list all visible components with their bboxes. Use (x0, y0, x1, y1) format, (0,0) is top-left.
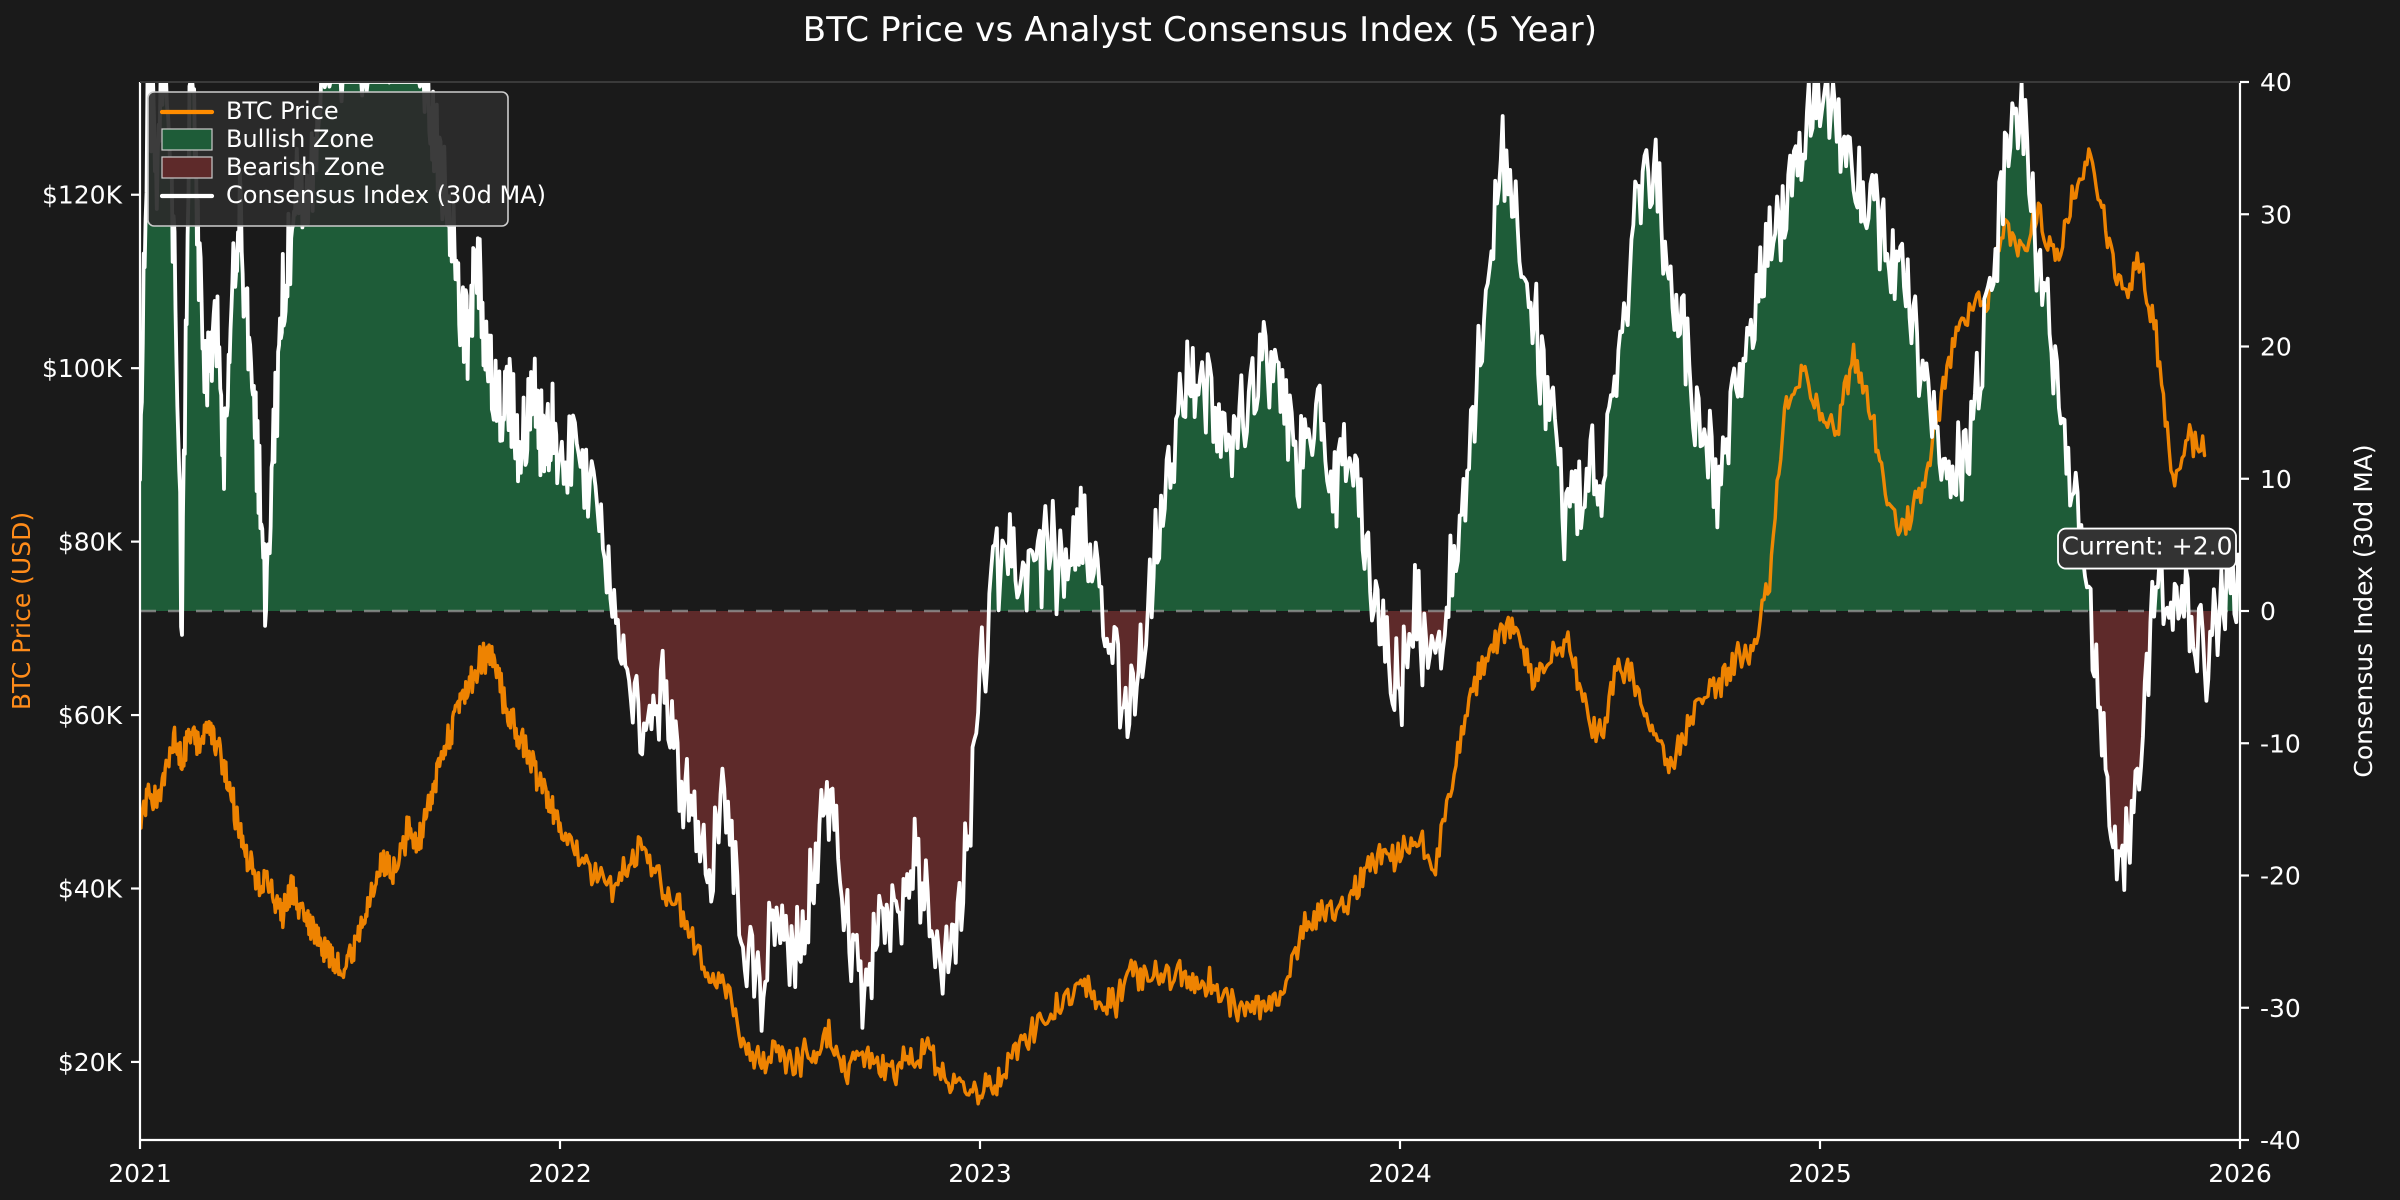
left-y-tick-label: $80K (58, 528, 123, 557)
legend-item-label: Consensus Index (30d MA) (226, 181, 546, 209)
right-y-tick-label: 0 (2260, 597, 2276, 626)
page-title: BTC Price vs Analyst Consensus Index (5 … (802, 10, 1598, 50)
left-y-tick-label: $40K (58, 875, 123, 904)
legend-swatch-patch-icon (161, 128, 213, 151)
current-value-annotation: Current: +2.0 (2057, 527, 2237, 570)
right-y-tick-label: 30 (2260, 200, 2292, 229)
btc-price-line (140, 147, 2207, 1106)
left-y-tick-label: $100K (42, 354, 123, 383)
left-y-tick-label: $20K (58, 1048, 123, 1077)
legend-item-label: BTC Price (226, 97, 339, 125)
x-tick-label: 2026 (2208, 1159, 2272, 1188)
legend-item-label: Bearish Zone (226, 153, 385, 181)
left-y-axis: $20K $40K $60K $80K $100K $120K BTC Price (USD… (7, 181, 140, 1077)
legend-item[interactable]: Bearish Zone (161, 153, 385, 181)
right-y-tick-label: 10 (2260, 465, 2292, 494)
x-tick-label: 2021 (108, 1159, 172, 1188)
right-y-tick-label: -20 (2260, 862, 2301, 891)
current-value-label: Current: +2.0 (2062, 532, 2233, 561)
legend-item[interactable]: Bullish Zone (161, 125, 374, 153)
right-axis-title: Consensus Index (30d MA) (2349, 444, 2378, 777)
x-tick-label: 2024 (1368, 1159, 1432, 1188)
consensus-index-line (140, 82, 2240, 1033)
x-axis: 2021 2022 2023 2024 2025 2026 (108, 1140, 2272, 1188)
right-y-tick-label: -10 (2260, 729, 2301, 758)
legend-item[interactable]: BTC Price (159, 97, 339, 125)
left-y-tick-label: $120K (42, 181, 123, 210)
right-y-tick-label: 20 (2260, 333, 2292, 362)
right-y-axis: -40 -30 -20 -10 0 10 20 30 40 Consensus Index (30… (2240, 68, 2378, 1155)
legend-swatch-patch-icon (161, 156, 213, 179)
right-y-tick-label: -30 (2260, 994, 2301, 1023)
right-y-tick-label: -40 (2260, 1126, 2301, 1155)
right-y-tick-label: 40 (2260, 68, 2292, 97)
x-tick-label: 2023 (948, 1159, 1012, 1188)
legend-item[interactable]: Consensus Index (30d MA) (159, 181, 546, 209)
left-axis-title: BTC Price (USD) (7, 512, 36, 710)
x-tick-label: 2022 (528, 1159, 592, 1188)
left-y-tick-label: $60K (58, 701, 123, 730)
legend-item-label: Bullish Zone (226, 125, 374, 153)
x-tick-label: 2025 (1788, 1159, 1852, 1188)
